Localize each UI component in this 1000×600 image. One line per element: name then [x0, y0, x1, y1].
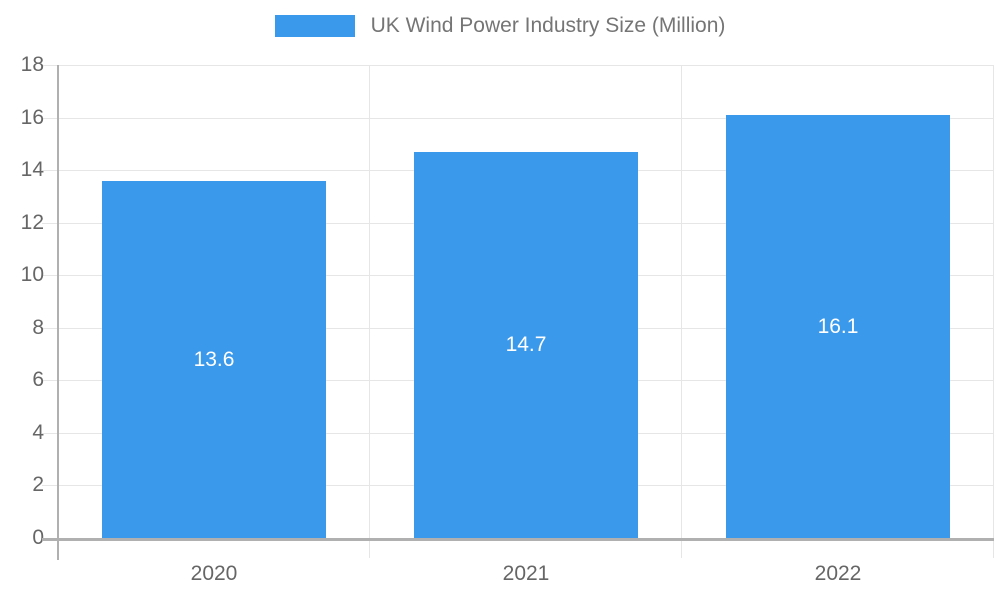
- y-axis-tick-label: 10: [20, 263, 44, 286]
- y-axis-tick-label: 12: [20, 211, 44, 234]
- y-gridline: [42, 65, 994, 66]
- legend-label: UK Wind Power Industry Size (Million): [370, 14, 726, 37]
- x-axis-category-label: 2022: [814, 562, 862, 585]
- x-gridline: [681, 65, 682, 558]
- chart-legend: UK Wind Power Industry Size (Million): [0, 14, 1000, 38]
- y-axis-tick-label: 4: [32, 421, 44, 444]
- x-axis-category-label: 2020: [190, 562, 238, 585]
- bar-value-label: 13.6: [193, 348, 235, 371]
- y-axis-tick-label: 6: [32, 368, 44, 391]
- y-axis-tick-label: 18: [20, 53, 44, 76]
- y-gridline: [42, 118, 994, 119]
- x-axis-line: [42, 538, 994, 541]
- y-axis-tick-label: 14: [20, 158, 44, 181]
- x-gridline: [369, 65, 370, 558]
- x-axis-category-label: 2021: [502, 562, 550, 585]
- bar[interactable]: [726, 115, 950, 538]
- y-axis-tick-label: 0: [32, 526, 44, 549]
- bar-value-label: 14.7: [505, 333, 547, 356]
- y-axis-tick-label: 2: [32, 473, 44, 496]
- y-axis-tick-label: 16: [20, 106, 44, 129]
- legend-swatch: [274, 15, 355, 37]
- y-axis-line: [57, 65, 59, 560]
- bar[interactable]: [414, 152, 638, 538]
- bar-value-label: 16.1: [817, 315, 859, 338]
- bar[interactable]: [102, 181, 326, 538]
- y-axis-tick-label: 8: [32, 316, 44, 339]
- x-gridline: [993, 65, 994, 558]
